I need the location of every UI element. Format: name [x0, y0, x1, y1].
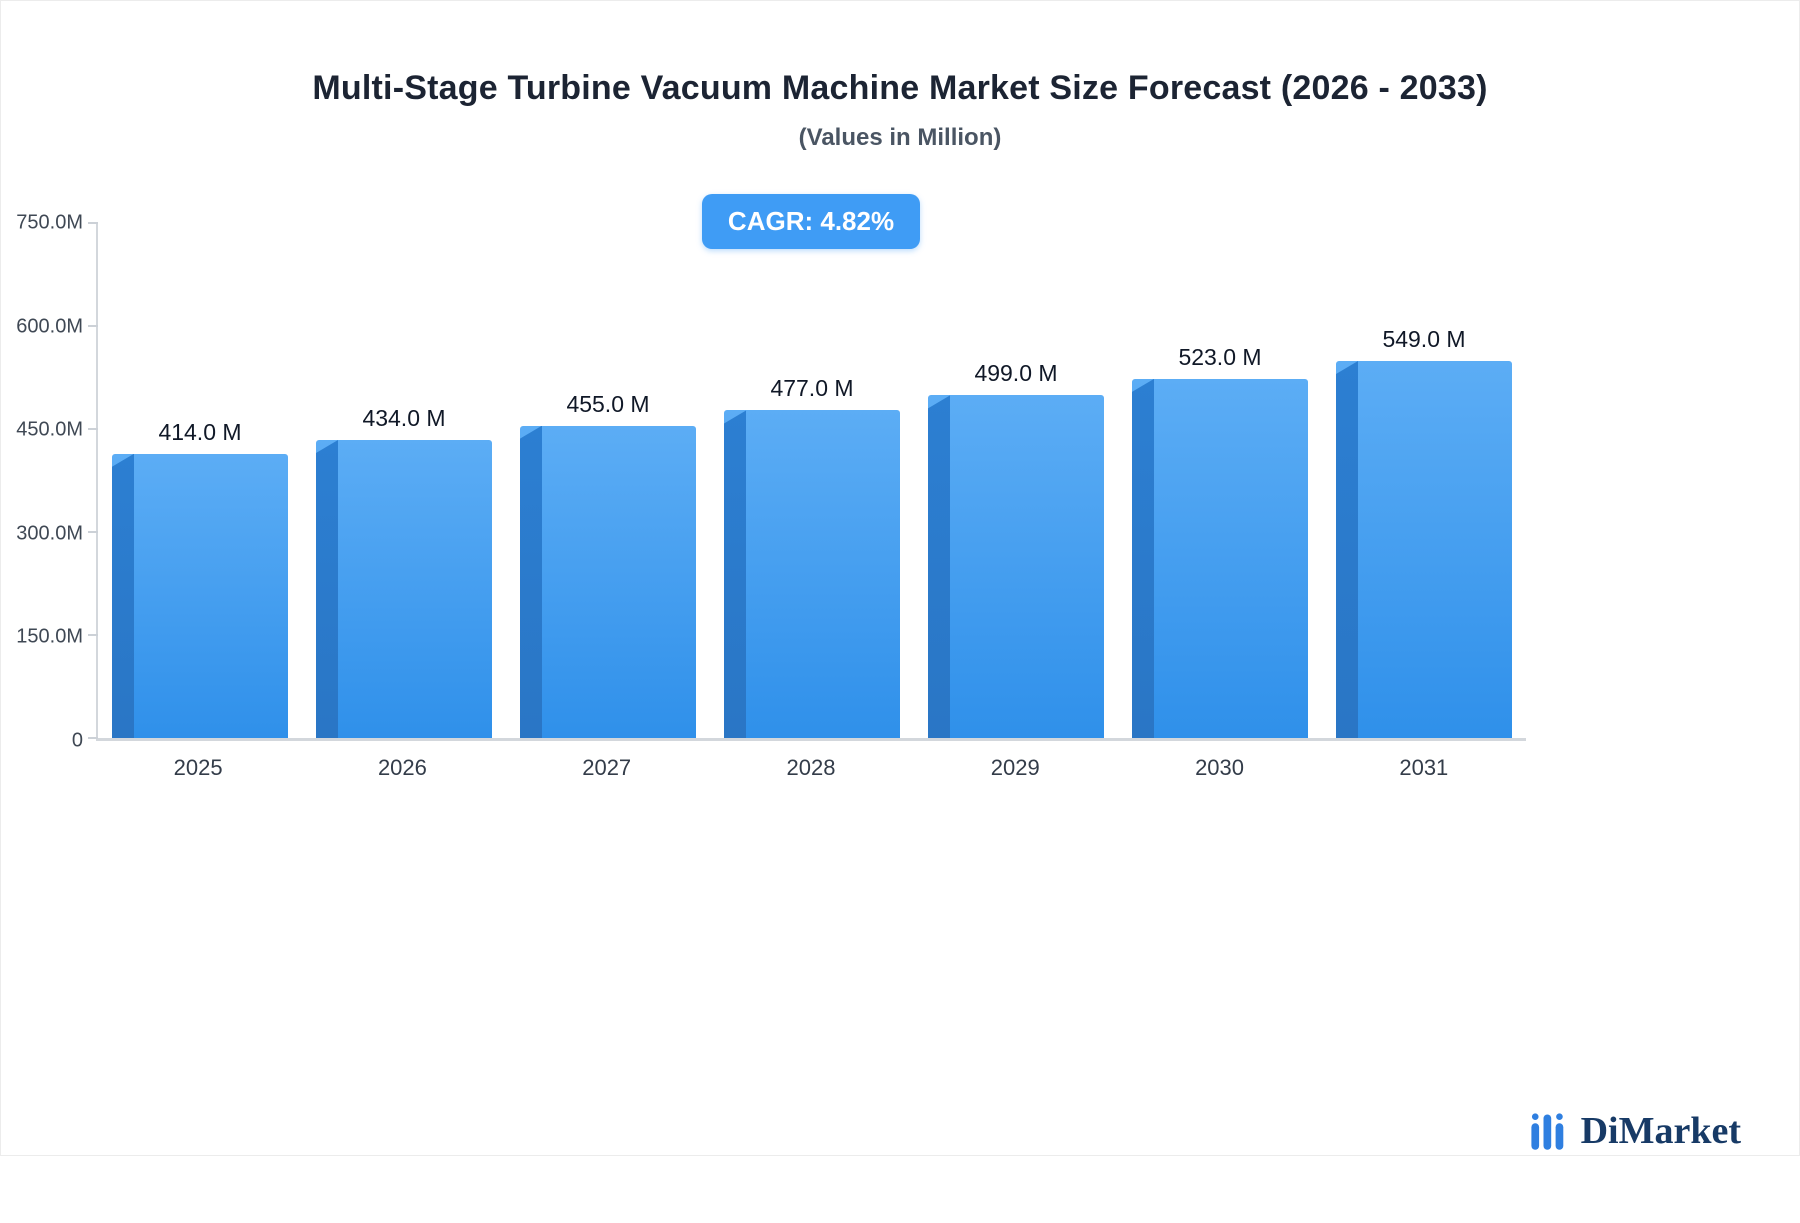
plot-area: 414.0 M 434.0 M 455.0 M 477.0 M 499.0 M 523.0… [88, 222, 1526, 741]
bar-2031[interactable] [1336, 361, 1512, 738]
x-axis-label: 2027 [582, 755, 632, 780]
y-tick-mark [88, 634, 98, 636]
bar-value-label: 414.0 M [158, 418, 242, 445]
y-tick-mark [88, 737, 98, 739]
bar-slot: 455.0 M [506, 223, 710, 738]
x-axis-label: 2031 [1399, 755, 1449, 780]
bar-slot: 549.0 M [1322, 223, 1526, 738]
x-axis-label: 2025 [173, 755, 223, 780]
cagr-badge: CAGR: 4.82% [701, 194, 921, 249]
bar-2029[interactable] [928, 395, 1104, 738]
bar-chart-icon [1531, 1113, 1563, 1150]
bar-slot: 414.0 M [98, 223, 302, 738]
y-tick-label: 450.0M [16, 418, 83, 441]
dimarket-logo: DiMarket [1527, 1109, 1741, 1153]
cagr-badge-row: CAGR: 4.82% [96, 194, 1526, 249]
bar-2028[interactable] [724, 410, 900, 738]
y-tick-mark [88, 222, 98, 224]
y-tick-mark [88, 531, 98, 533]
bar-value-label: 477.0 M [770, 375, 854, 402]
y-tick-mark [88, 428, 98, 430]
y-tick-mark [88, 325, 98, 327]
bar-slot: 523.0 M [1118, 223, 1322, 738]
x-axis-label: 2029 [990, 755, 1040, 780]
x-axis: 2025 2026 2027 2028 2029 2030 2031 [96, 755, 1526, 781]
chart-title: Multi-Stage Turbine Vacuum Machine Marke… [312, 69, 1488, 107]
bar-2025[interactable] [112, 453, 288, 738]
bar-value-label: 523.0 M [1178, 343, 1262, 370]
bars-container: 414.0 M 434.0 M 455.0 M 477.0 M 499.0 M 523.0… [98, 223, 1526, 738]
bar-value-label: 499.0 M [974, 360, 1058, 387]
y-tick-label: 600.0M [16, 315, 83, 338]
y-tick-label: 750.0M [16, 211, 83, 234]
bar-2026[interactable] [316, 440, 492, 738]
dimarket-logo-text: DiMarket [1580, 1110, 1741, 1152]
chart-card: Multi-Stage Turbine Vacuum Machine Marke… [1, 69, 1799, 1223]
chart-subtitle: (Values in Million) [798, 124, 1002, 151]
y-axis: 0 150.0M 300.0M 450.0M 600.0M 750.0M [1, 212, 89, 752]
y-tick-label: 300.0M [16, 522, 83, 545]
bar-value-label: 549.0 M [1382, 326, 1466, 353]
y-tick-label: 150.0M [16, 625, 83, 648]
bar-slot: 499.0 M [914, 223, 1118, 738]
bar-value-label: 434.0 M [362, 405, 446, 431]
bar-value-label: 455.0 M [566, 390, 650, 417]
x-axis-label: 2028 [786, 755, 836, 780]
x-axis-label: 2026 [377, 755, 427, 780]
bar-slot: 477.0 M [710, 223, 914, 738]
x-axis-label: 2030 [1195, 755, 1245, 780]
bar-2030[interactable] [1132, 378, 1308, 738]
bar-slot: 434.0 M [302, 223, 506, 738]
y-tick-label: 0 [71, 729, 83, 752]
bar-2027[interactable] [520, 425, 696, 738]
